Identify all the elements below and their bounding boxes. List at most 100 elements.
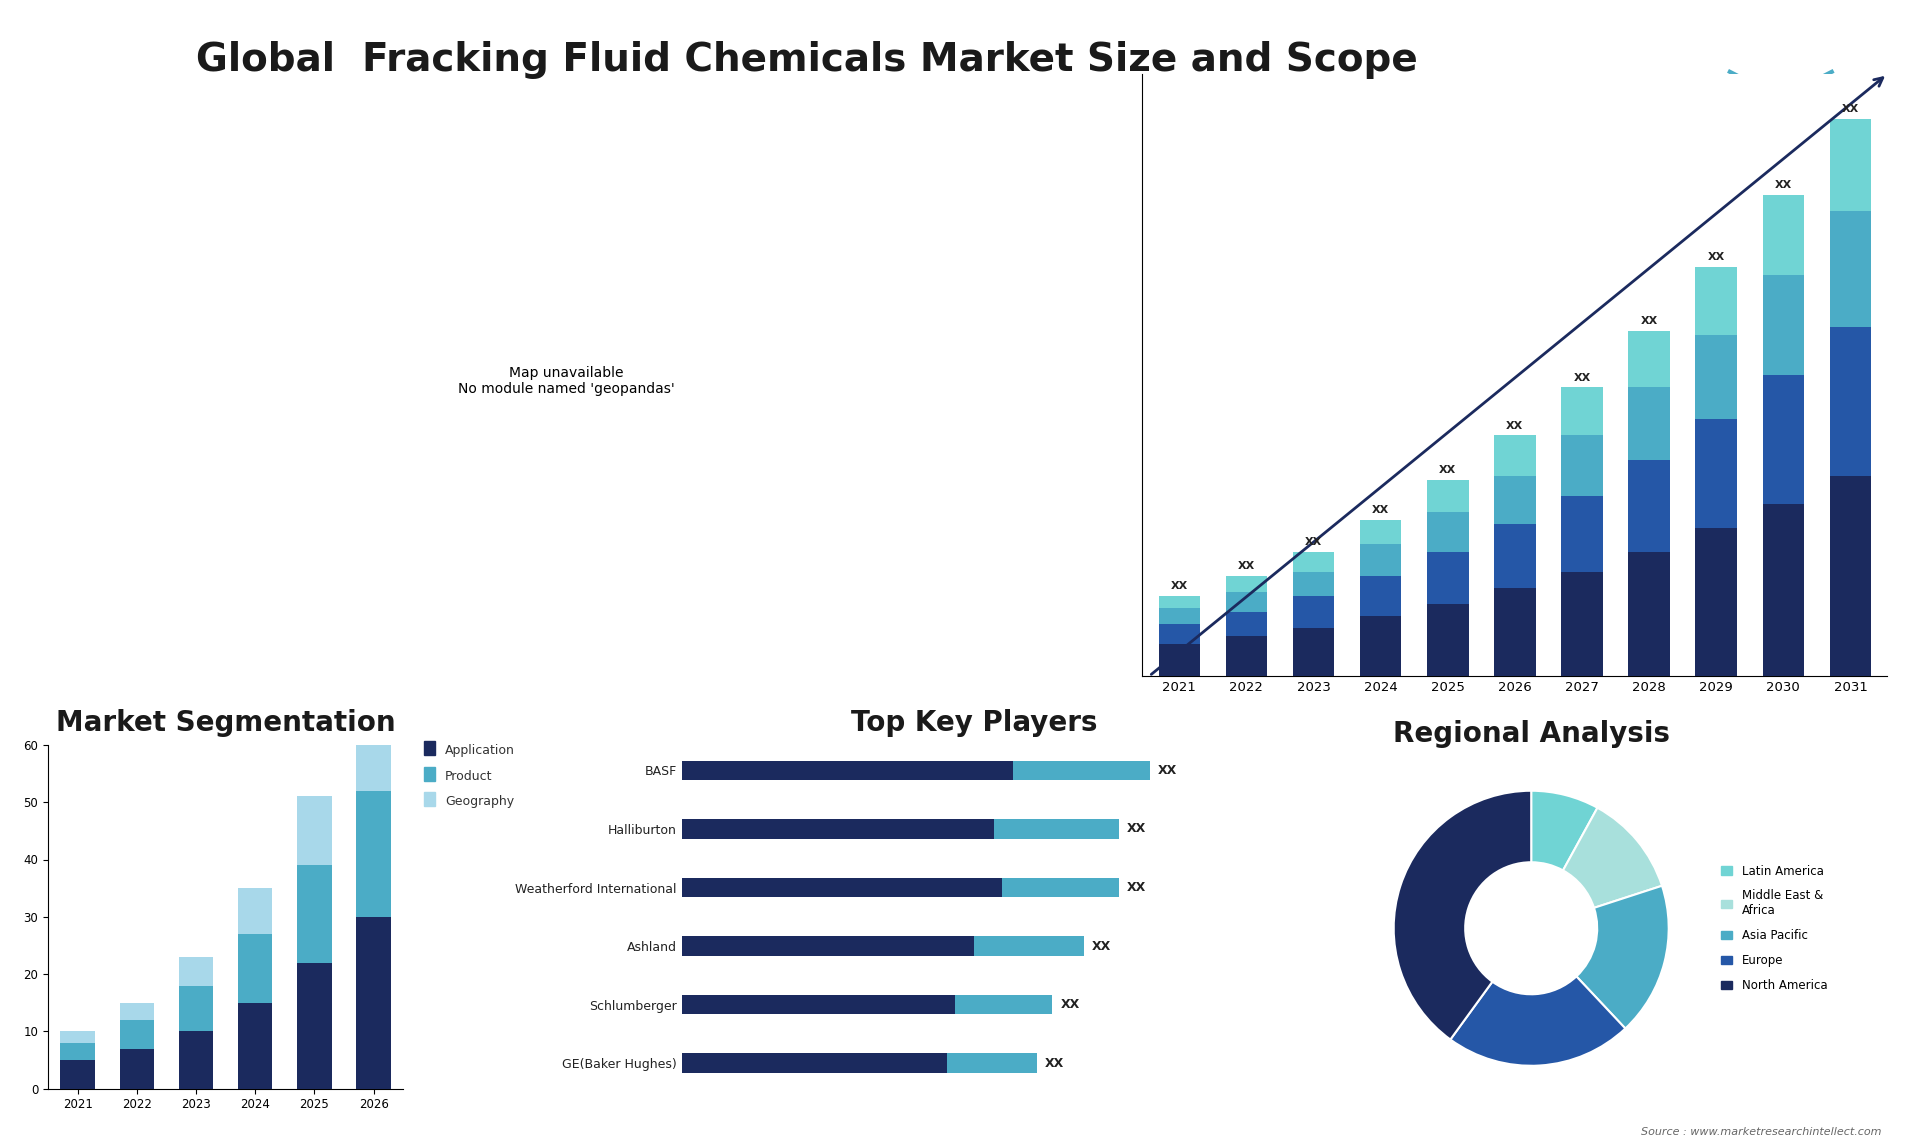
Text: MARKET
RESEARCH
INTELLECT: MARKET RESEARCH INTELLECT [1759, 101, 1803, 133]
Bar [1494, 524, 1536, 588]
Bar [1292, 628, 1334, 676]
Wedge shape [1394, 791, 1532, 1039]
Wedge shape [1563, 808, 1663, 908]
Bar [1628, 331, 1670, 387]
Bar [1763, 376, 1805, 504]
Bar [179, 957, 213, 986]
Bar [298, 865, 332, 963]
Bar [1628, 460, 1670, 551]
Text: Global  Fracking Fluid Chemicals Market Size and Scope: Global Fracking Fluid Chemicals Market S… [196, 41, 1417, 79]
Text: Map unavailable
No module named 'geopandas': Map unavailable No module named 'geopand… [459, 366, 674, 397]
Bar [119, 1049, 154, 1089]
Bar [1830, 328, 1872, 476]
Bar [1628, 387, 1670, 460]
Bar [298, 796, 332, 865]
Bar [1830, 476, 1872, 676]
Bar [119, 1020, 154, 1049]
Bar [357, 791, 392, 917]
Text: XX: XX [1158, 764, 1177, 777]
Bar [357, 917, 392, 1089]
Bar [1225, 636, 1267, 676]
Bar [682, 995, 954, 1014]
Bar [1494, 476, 1536, 524]
Wedge shape [1450, 976, 1626, 1066]
Bar [238, 888, 273, 934]
Bar [682, 1053, 947, 1073]
Title: Market Segmentation: Market Segmentation [56, 709, 396, 737]
Bar [179, 986, 213, 1031]
Bar [1359, 617, 1402, 676]
Bar [1763, 504, 1805, 676]
Bar [60, 1031, 94, 1043]
Bar [179, 1031, 213, 1089]
Bar [238, 1003, 273, 1089]
Bar [1292, 596, 1334, 628]
Bar [1830, 211, 1872, 328]
Bar [682, 878, 1002, 897]
Text: XX: XX [1127, 881, 1146, 894]
Text: XX: XX [1572, 372, 1590, 383]
Bar [1561, 435, 1603, 495]
Text: Source : www.marketresearchintellect.com: Source : www.marketresearchintellect.com [1642, 1127, 1882, 1137]
Legend: Application, Product, Geography: Application, Product, Geography [424, 744, 515, 808]
Text: XX: XX [1373, 505, 1390, 515]
Text: XX: XX [1238, 562, 1256, 571]
Text: XX: XX [1171, 581, 1188, 591]
Text: XX: XX [1306, 537, 1323, 547]
Text: XX: XX [1044, 1057, 1064, 1069]
Title: Regional Analysis: Regional Analysis [1392, 721, 1670, 748]
Bar [1427, 511, 1469, 551]
Bar [238, 934, 273, 1003]
Bar [1225, 592, 1267, 612]
Text: XX: XX [1091, 940, 1112, 952]
Bar [682, 936, 973, 956]
Bar [60, 1060, 94, 1089]
Bar [1292, 572, 1334, 596]
Bar [954, 995, 1052, 1014]
Bar [1359, 575, 1402, 617]
Bar [1695, 527, 1738, 676]
Bar [1225, 575, 1267, 591]
Legend: Latin America, Middle East &
Africa, Asia Pacific, Europe, North America: Latin America, Middle East & Africa, Asi… [1716, 860, 1832, 997]
Text: XX: XX [1060, 998, 1079, 1011]
Text: XX: XX [1440, 465, 1457, 474]
Bar [1427, 480, 1469, 511]
Bar [1292, 552, 1334, 572]
Title: Top Key Players: Top Key Players [851, 709, 1098, 737]
Bar [1561, 495, 1603, 572]
Text: XX: XX [1127, 823, 1146, 835]
Bar [60, 1043, 94, 1060]
Bar [1225, 612, 1267, 636]
Bar [1561, 387, 1603, 435]
Bar [1158, 644, 1200, 676]
Bar [1561, 572, 1603, 676]
Text: XX: XX [1507, 421, 1523, 431]
Bar [1427, 551, 1469, 604]
Text: XX: XX [1640, 316, 1657, 327]
Bar [1359, 520, 1402, 544]
Wedge shape [1530, 791, 1597, 871]
Text: XX: XX [1707, 252, 1724, 262]
Bar [1359, 544, 1402, 575]
Bar [1763, 195, 1805, 275]
Bar [947, 1053, 1037, 1073]
Bar [1427, 604, 1469, 676]
Bar [357, 699, 392, 791]
Wedge shape [1576, 886, 1668, 1028]
Bar [1158, 609, 1200, 623]
Bar [973, 936, 1083, 956]
Bar [1695, 419, 1738, 527]
Bar [1830, 119, 1872, 211]
Bar [298, 963, 332, 1089]
Bar [995, 819, 1119, 839]
Bar [1695, 335, 1738, 419]
Bar [119, 1003, 154, 1020]
Bar [1494, 588, 1536, 676]
Bar [1002, 878, 1119, 897]
Bar [1158, 623, 1200, 644]
Bar [682, 761, 1014, 780]
Bar [1695, 267, 1738, 335]
Bar [1494, 435, 1536, 476]
Bar [682, 819, 995, 839]
Bar [1158, 596, 1200, 607]
